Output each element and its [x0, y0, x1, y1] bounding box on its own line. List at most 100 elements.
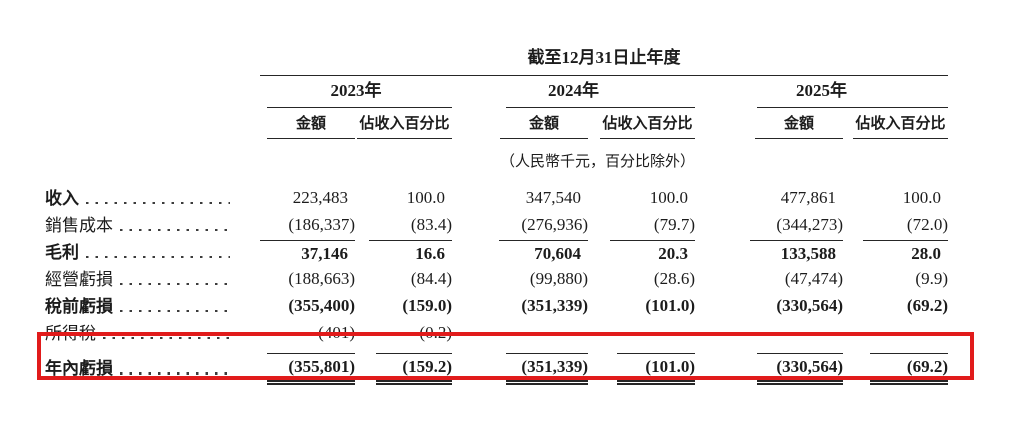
spacer-cell [260, 139, 452, 171]
year-group-2023: 2023年 [260, 76, 452, 108]
value-2023-pct: (159.2) [376, 352, 452, 386]
col-header-pct-2025: 佔收入百分比 [853, 112, 948, 139]
value-cell: (101.0) [588, 293, 695, 320]
value-cell: (351,339) [452, 293, 588, 320]
dot-leader [103, 336, 230, 340]
value-cell: (344,273) [695, 212, 843, 239]
value-cell: 347,540 [452, 185, 588, 212]
value-cell: 100.0 [588, 185, 695, 212]
value-cell: (79.7) [588, 212, 695, 239]
row-label: 稅前虧損 [45, 296, 113, 316]
value-cell: (72.0) [843, 212, 948, 239]
spacer-cell [695, 139, 948, 171]
year-rule-2023 [267, 107, 452, 108]
value-2025-amount: 477,861 [780, 188, 836, 208]
spacer-cell [45, 76, 260, 109]
value-cell: 223,483 [260, 185, 355, 212]
dot-leader [86, 255, 230, 259]
value-cell: (69.2) [843, 347, 948, 391]
value-2024-pct: (28.6) [653, 269, 695, 289]
value-cell: (84.4) [355, 266, 452, 293]
value-2023-amount: (188,663) [288, 269, 355, 289]
spacer-cell [45, 108, 260, 139]
value-2025-amount: (330,564) [757, 352, 843, 386]
value-cell: 133,588 [695, 239, 843, 266]
table-row: 收入 223,483 100.0 347,540 100.0 477,861 1… [45, 185, 948, 212]
value-cell: (83.4) [355, 212, 452, 239]
value-cell: 20.3 [588, 239, 695, 266]
spacer-cell [45, 171, 948, 185]
row-label: 經營虧損 [45, 269, 113, 289]
value-cell: (351,339) [452, 347, 588, 391]
value-2024-amount: (351,339) [521, 296, 588, 316]
value-cell: 70,604 [452, 239, 588, 266]
value-2023-pct: (84.4) [410, 269, 452, 289]
value-2024-pct: – [679, 323, 689, 343]
value-2024-pct: (101.0) [645, 296, 695, 316]
row-label-cell: 年內虧損 [45, 347, 260, 391]
value-cell: (69.2) [843, 293, 948, 320]
value-2023-pct: (0.2) [419, 323, 452, 343]
value-cell: – [588, 320, 695, 347]
value-2025-pct: (72.0) [906, 215, 948, 235]
table-row: 銷售成本 (186,337) (83.4) (276,936) (79.7) (… [45, 212, 948, 239]
spacer-cell [45, 30, 260, 76]
value-2024-pct: (79.7) [653, 215, 695, 235]
year-label-2023: 2023年 [330, 81, 382, 100]
value-cell: 477,861 [695, 185, 843, 212]
value-2025-pct: 28.0 [863, 240, 948, 264]
row-label: 收入 [45, 188, 79, 208]
units-note: （人民幣千元，百分比除外） [499, 154, 695, 170]
value-2024-pct: 100.0 [649, 188, 688, 208]
period-title: 截至12月31日止年度 [260, 30, 948, 76]
value-cell: (355,801) [260, 347, 355, 391]
row-label: 所得稅 [45, 323, 96, 343]
dot-leader [120, 372, 230, 375]
value-2025-pct: (9.9) [915, 269, 948, 289]
value-2023-amount: (401) [318, 323, 355, 343]
value-2024-amount: (99,880) [529, 269, 588, 289]
row-label: 年內虧損 [45, 359, 113, 379]
value-cell: (47,474) [695, 266, 843, 293]
value-cell: (101.0) [588, 347, 695, 391]
value-2023-amount: (186,337) [288, 215, 355, 235]
value-cell: (401) [260, 320, 355, 347]
row-label-cell: 毛利 [45, 239, 260, 266]
value-2024-pct: 20.3 [610, 240, 695, 264]
year-rule-2024 [506, 107, 695, 108]
year-label-2024: 2024年 [548, 81, 599, 100]
value-cell: 16.6 [355, 239, 452, 266]
value-cell: 100.0 [843, 185, 948, 212]
value-2024-amount: 347,540 [525, 188, 581, 208]
value-2023-amount: (355,801) [267, 352, 355, 386]
value-2025-amount: – [827, 323, 837, 343]
value-2025-pct: (69.2) [870, 352, 948, 386]
value-2024-amount: (276,936) [521, 215, 588, 235]
year-group-2024: 2024年 [452, 76, 695, 108]
dot-leader [120, 228, 230, 232]
table-row: 經營虧損 (188,663) (84.4) (99,880) (28.6) (4… [45, 266, 948, 293]
value-cell: (0.2) [355, 320, 452, 347]
row-label: 銷售成本 [45, 215, 113, 235]
row-label-cell: 銷售成本 [45, 212, 260, 239]
value-cell: (330,564) [695, 293, 843, 320]
value-2024-amount: (351,339) [506, 352, 588, 386]
value-cell: (276,936) [452, 212, 588, 239]
value-cell: (188,663) [260, 266, 355, 293]
value-cell: 100.0 [355, 185, 452, 212]
value-2024-amount: 70,604 [499, 240, 588, 264]
value-cell: 37,146 [260, 239, 355, 266]
table-row: 所得稅 (401) (0.2) – – – – [45, 320, 948, 347]
value-2023-pct: 100.0 [406, 188, 445, 208]
value-cell: (355,400) [260, 293, 355, 320]
row-label-cell: 收入 [45, 185, 260, 212]
year-rule-2025 [757, 107, 948, 108]
col-header-amount-2023: 金額 [267, 112, 355, 139]
year-label-2025: 2025年 [796, 81, 847, 100]
row-label: 毛利 [45, 242, 79, 262]
financial-summary-table: 截至12月31日止年度 2023年 2024年 2025年 [45, 30, 948, 391]
value-cell: (186,337) [260, 212, 355, 239]
value-2023-amount: 37,146 [260, 240, 355, 264]
value-2025-pct: – [932, 323, 942, 343]
